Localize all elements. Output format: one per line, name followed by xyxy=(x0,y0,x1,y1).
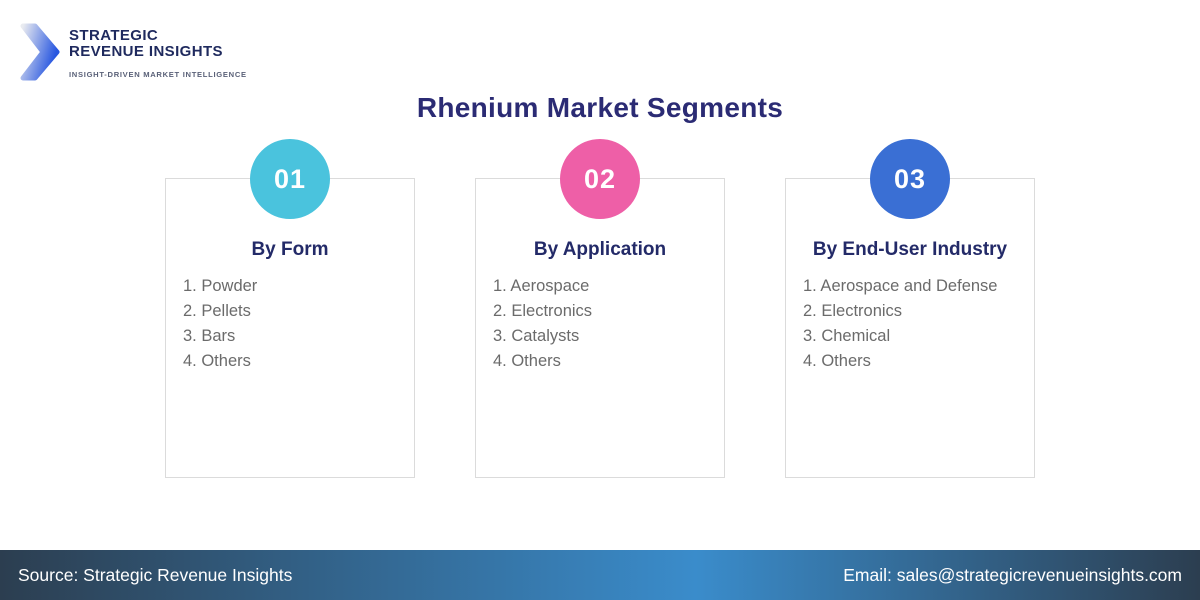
list-item: 1. Aerospace and Defense xyxy=(803,277,998,295)
card-number-badge: 03 xyxy=(870,139,950,219)
segment-cards: 01 By Form 1. Powder 2. Pellets 3. Bars … xyxy=(165,139,1035,478)
card-number-badge: 02 xyxy=(560,139,640,219)
list-item: 2. Electronics xyxy=(493,302,593,320)
list-item: 3. Catalysts xyxy=(493,327,580,345)
brand-name-line1: STRATEGIC xyxy=(69,27,159,44)
chevron-right-icon xyxy=(20,23,60,81)
card-item-list: 1. Aerospace and Defense 2. Electronics … xyxy=(786,274,1034,374)
list-item: 1. Powder xyxy=(183,277,258,295)
page-title: Rhenium Market Segments xyxy=(416,92,784,123)
card-by-application: 02 By Application 1. Aerospace 2. Electr… xyxy=(475,139,725,478)
card-heading: By Form xyxy=(251,239,329,260)
brand-name-line2: REVENUE INSIGHTS xyxy=(69,43,223,61)
list-item: 3. Chemical xyxy=(803,327,891,345)
list-item: 2. Pellets xyxy=(183,302,251,320)
card-item-list: 1. Aerospace 2. Electronics 3. Catalysts… xyxy=(476,274,724,374)
card-heading: By End-User Industry xyxy=(812,239,1008,260)
list-item: 3. Bars xyxy=(183,327,236,345)
card-by-form: 01 By Form 1. Powder 2. Pellets 3. Bars … xyxy=(165,139,415,478)
card-heading: By Application xyxy=(533,239,667,260)
list-item: 2. Electronics xyxy=(803,302,903,320)
list-item: 1. Aerospace xyxy=(493,277,590,295)
brand-text: STRATEGIC REVENUE INSIGHTS INSIGHT-DRIVE… xyxy=(69,22,247,79)
card-number-badge: 01 xyxy=(250,139,330,219)
brand-logo: STRATEGIC REVENUE INSIGHTS INSIGHT-DRIVE… xyxy=(20,22,247,82)
brand-tagline: INSIGHT-DRIVEN MARKET INTELLIGENCE xyxy=(69,70,247,80)
list-item: 4. Others xyxy=(493,352,561,370)
card-by-end-user-industry: 03 By End-User Industry 1. Aerospace and… xyxy=(785,139,1035,478)
footer-bar: Source: Strategic Revenue Insights Email… xyxy=(0,550,1200,600)
card-item-list: 1. Powder 2. Pellets 3. Bars 4. Others xyxy=(166,274,414,374)
footer-source: Source: Strategic Revenue Insights xyxy=(18,564,293,585)
list-item: 4. Others xyxy=(183,352,251,370)
footer-email: Email: sales@strategicrevenueinsights.co… xyxy=(843,564,1182,585)
list-item: 4. Others xyxy=(803,352,871,370)
